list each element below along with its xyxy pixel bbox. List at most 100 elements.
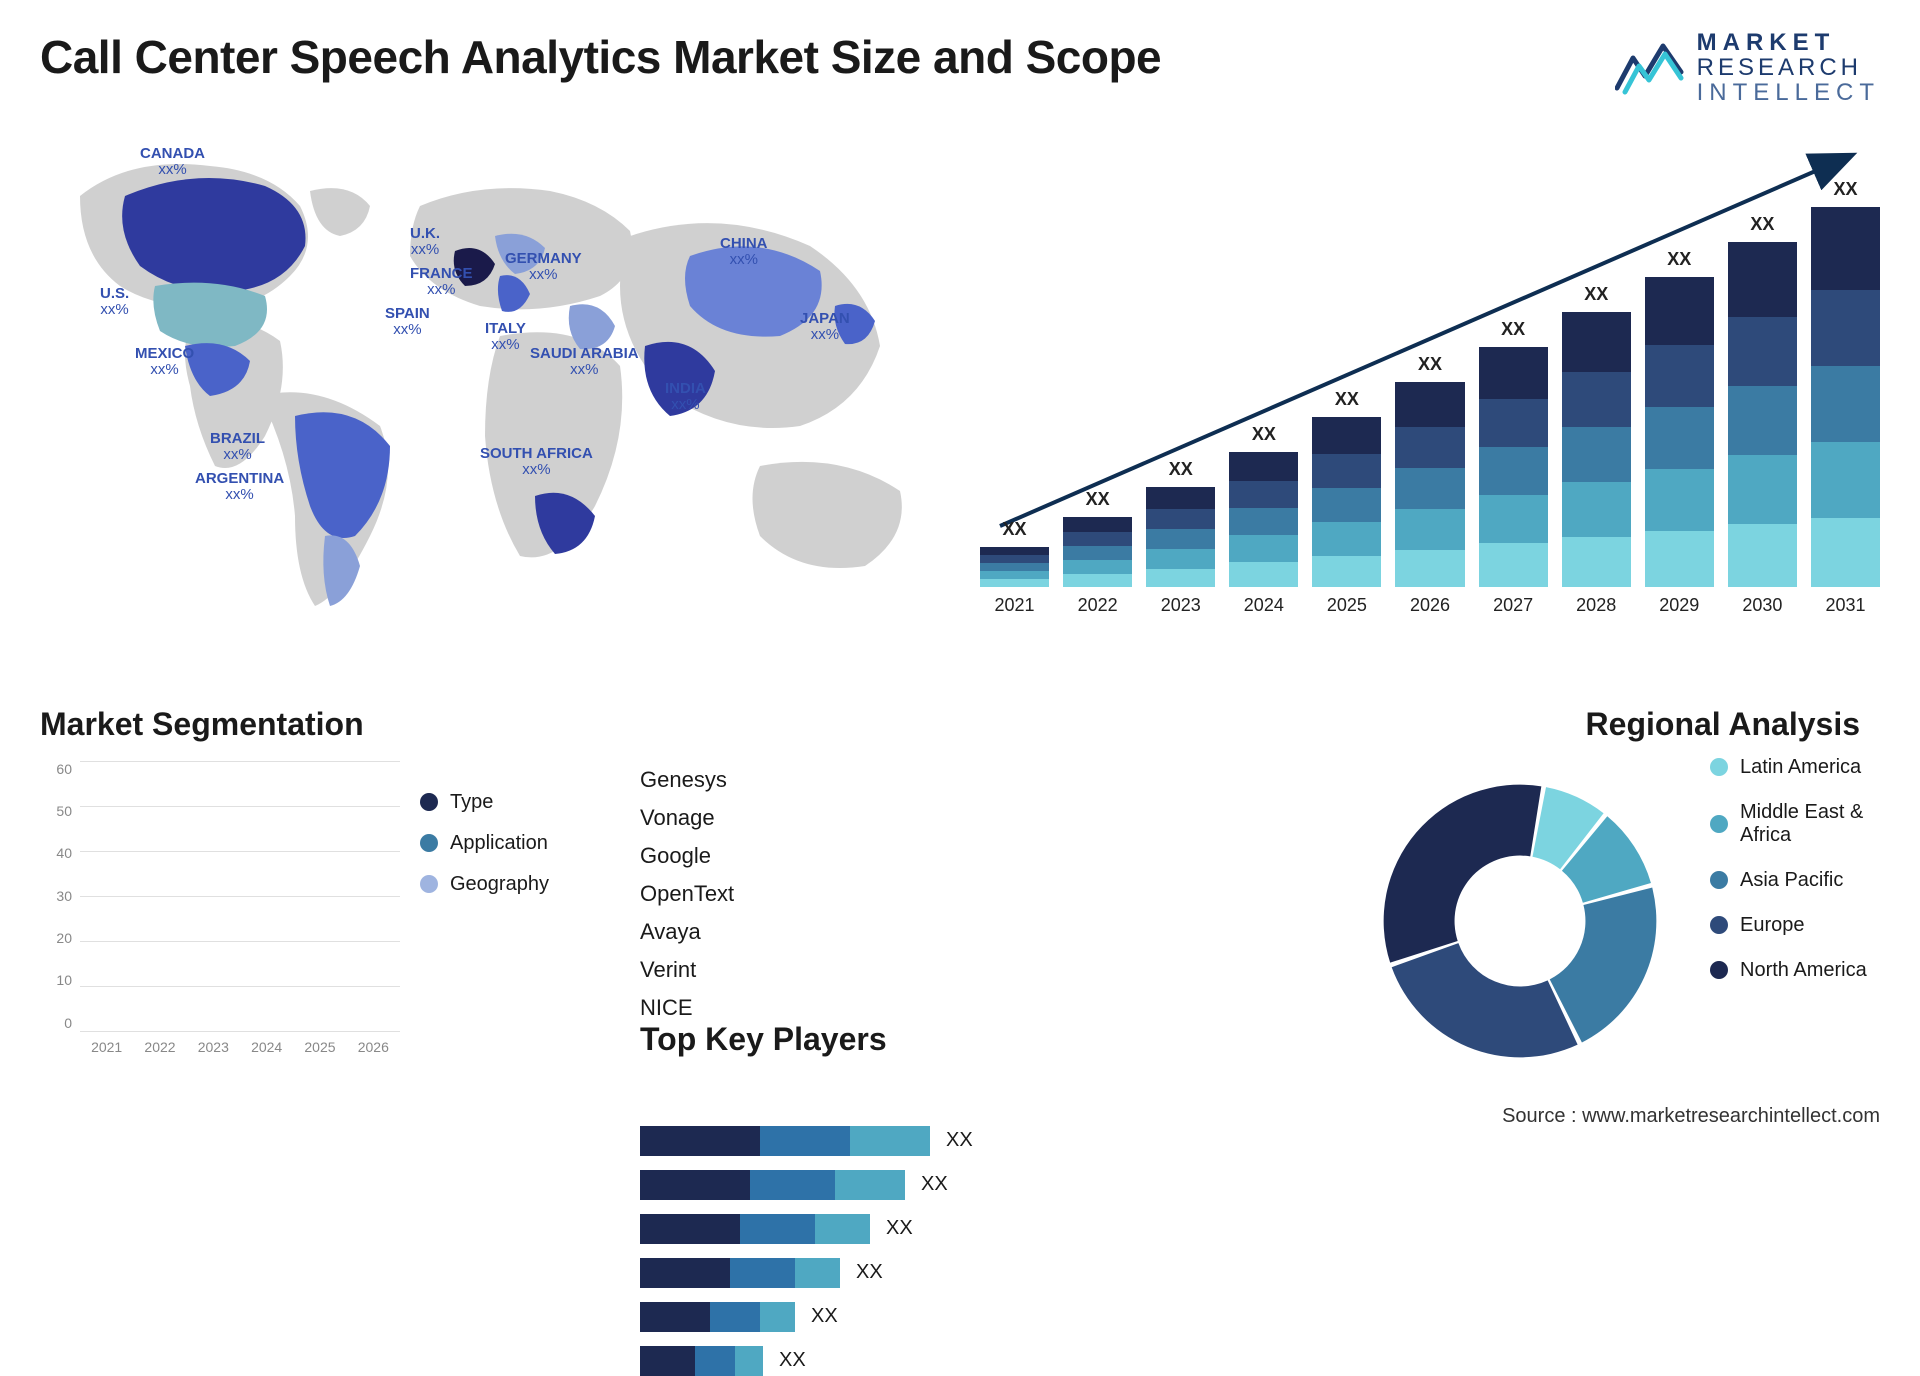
map-country-label: U.K.xx% [410,226,440,259]
world-map-panel: CANADAxx% U.S.xx%MEXICOxx% BRAZILxx% ARGENT… [40,136,940,656]
growth-bar-label: XX [1833,179,1857,200]
seg-year-label: 2021 [91,1039,122,1055]
player-bar-label: XX [779,1349,806,1372]
growth-bar: XX2027 [1479,347,1548,616]
growth-bars: XX2021XX2022XX2023XX2024XX2025XX2026XX20… [980,216,1880,616]
map-country-label: GERMANYxx% [505,251,582,284]
growth-year-label: 2031 [1825,595,1865,616]
bottom-row: Market Segmentation 6050403020100 202120… [40,706,1880,1086]
player-bar-label: XX [856,1261,883,1284]
player-bar-row: XX [640,1302,1320,1332]
players-list: GenesysVonageGoogleOpenTextAvayaVerintNI… [640,761,810,1021]
growth-year-label: 2025 [1327,595,1367,616]
player-name: Verint [640,957,810,983]
growth-bar: XX2023 [1146,487,1215,616]
map-country-label: INDIAxx% [665,381,706,414]
player-bar-label: XX [921,1173,948,1196]
map-country-label: CHINAxx% [720,236,768,269]
segmentation-panel: Market Segmentation 6050403020100 202120… [40,706,600,1086]
regional-panel: Regional Analysis Latin AmericaMiddle Ea… [1360,706,1880,1086]
page-title: Call Center Speech Analytics Market Size… [40,30,1161,84]
map-country-label: SAUDI ARABIAxx% [530,346,639,379]
growth-bar: XX2026 [1395,382,1464,616]
growth-bar: XX2024 [1229,452,1298,616]
growth-bar-label: XX [1169,459,1193,480]
map-country-label: ARGENTINAxx% [195,471,284,504]
logo-mark-icon [1615,38,1685,98]
growth-bar: XX2021 [980,547,1049,616]
regional-legend-item: Asia Pacific [1710,869,1880,892]
seg-legend-item: Application [420,832,600,855]
seg-year-label: 2026 [358,1039,389,1055]
player-name: Genesys [640,767,810,793]
regional-legend: Latin America Middle East & Africa Asia Pa… [1710,706,1880,1086]
growth-bar-label: XX [1418,354,1442,375]
seg-year-label: 2024 [251,1039,282,1055]
growth-bar-label: XX [1252,424,1276,445]
world-map-icon [40,136,940,656]
growth-year-label: 2024 [1244,595,1284,616]
growth-bar-label: XX [1750,214,1774,235]
brand-logo: MARKET RESEARCH INTELLECT [1615,30,1880,106]
growth-bar-label: XX [1501,319,1525,340]
header: Call Center Speech Analytics Market Size… [40,30,1880,106]
growth-year-label: 2030 [1742,595,1782,616]
player-bar-label: XX [811,1305,838,1328]
growth-bar-label: XX [1667,249,1691,270]
growth-bar-label: XX [1584,284,1608,305]
top-row: CANADAxx% U.S.xx%MEXICOxx% BRAZILxx% ARGENT… [40,136,1880,656]
donut-slice [1384,784,1542,962]
regional-legend-item: Europe [1710,914,1880,937]
growth-bar: XX2031 [1811,207,1880,616]
donut-chart [1360,761,1680,1081]
player-bar-row: XX [640,1346,1320,1376]
player-bar-label: XX [946,1129,973,1152]
growth-bar: XX2022 [1063,517,1132,616]
players-title: Top Key Players [640,1021,1320,1058]
map-country-label: U.S.xx% [100,286,129,319]
players-panel: . GenesysVonageGoogleOpenTextAvayaVerint… [640,706,1320,1086]
map-country-label: SPAINxx% [385,306,430,339]
growth-bar-label: XX [1003,519,1027,540]
player-bar-row: XX [640,1170,1320,1200]
growth-year-label: 2022 [1078,595,1118,616]
seg-year-label: 2023 [198,1039,229,1055]
map-country-label: ITALYxx% [485,321,526,354]
seg-bars: 202120222023202420252026 [80,761,400,1031]
seg-year-label: 2025 [304,1039,335,1055]
growth-bar: XX2029 [1645,277,1714,616]
growth-year-label: 2028 [1576,595,1616,616]
map-country-label: MEXICOxx% [135,346,194,379]
growth-bar: XX2028 [1562,312,1631,616]
regional-legend-item: Latin America [1710,756,1880,779]
segmentation-chart: 6050403020100 202120222023202420252026 T… [40,761,600,1061]
seg-legend-item: Geography [420,873,600,896]
regional-legend-item: Middle East & Africa [1710,801,1880,847]
map-country-label: SOUTH AFRICAxx% [480,446,593,479]
map-country-label: BRAZILxx% [210,431,265,464]
growth-year-label: 2029 [1659,595,1699,616]
seg-legend-item: Type [420,791,600,814]
growth-bar: XX2025 [1312,417,1381,616]
growth-year-label: 2023 [1161,595,1201,616]
growth-bar: XX2030 [1728,242,1797,616]
seg-year-label: 2022 [144,1039,175,1055]
player-name: Vonage [640,805,810,831]
seg-y-axis: 6050403020100 [40,761,80,1031]
source-attribution: Source : www.marketresearchintellect.com [1502,1105,1880,1128]
map-country-label: JAPANxx% [800,311,850,344]
growth-year-label: 2021 [995,595,1035,616]
growth-chart: XX2021XX2022XX2023XX2024XX2025XX2026XX20… [980,136,1880,656]
player-bar-row: XX [640,1126,1320,1156]
seg-legend: Type Application Geography [420,791,600,896]
player-name: Google [640,843,810,869]
player-name: OpenText [640,881,810,907]
players-bars: XXXXXXXXXXXX [640,1076,1320,1376]
donut-slice [1392,943,1578,1057]
player-bar-row: XX [640,1214,1320,1244]
map-country-label: CANADAxx% [140,146,205,179]
growth-year-label: 2026 [1410,595,1450,616]
player-name: Avaya [640,919,810,945]
segmentation-title: Market Segmentation [40,706,600,743]
growth-year-label: 2027 [1493,595,1533,616]
